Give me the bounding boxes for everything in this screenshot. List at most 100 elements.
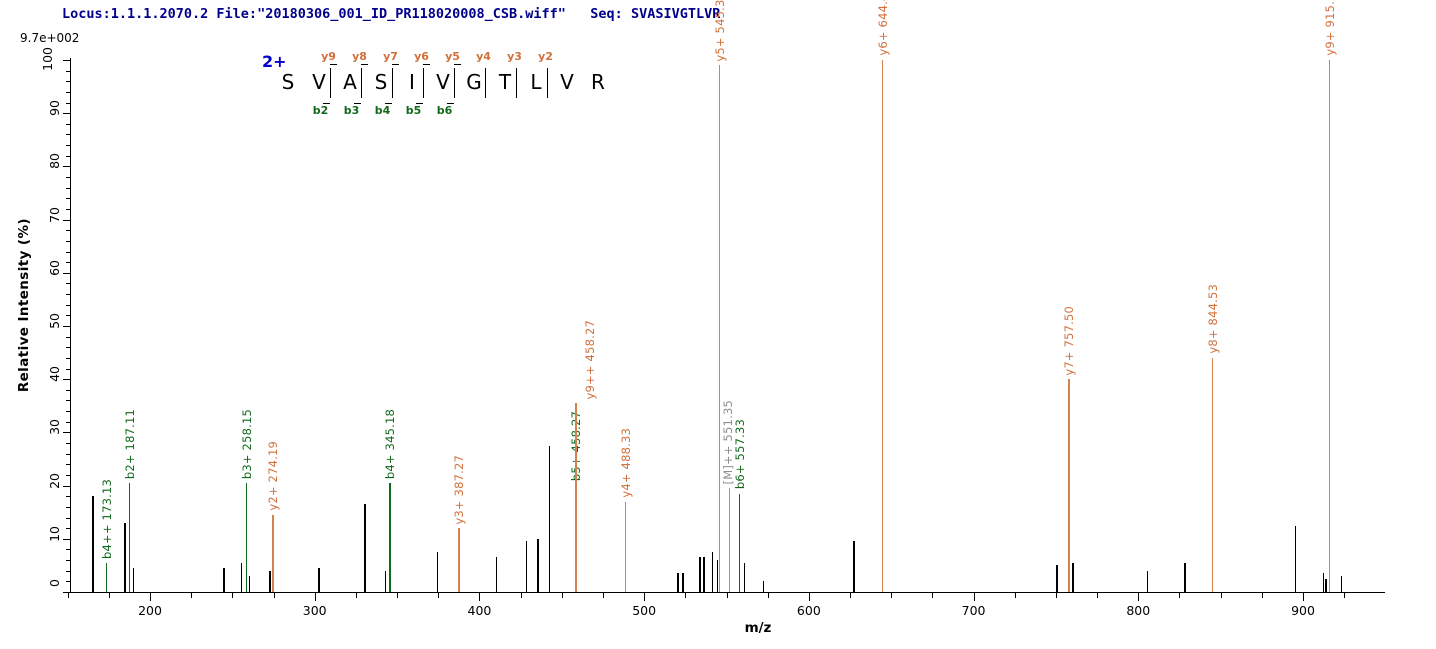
- x-tick-major: [1138, 593, 1140, 601]
- x-tick-label: 300: [302, 603, 327, 618]
- spectrum-peak: [718, 65, 721, 592]
- spectrum-peak: [1340, 576, 1343, 592]
- fragment-divider: [360, 68, 362, 98]
- peak-label: y5+ 545.35: [712, 0, 727, 62]
- spectrum-peak: [525, 541, 528, 592]
- fragment-divider: [391, 68, 393, 98]
- x-tick-label: 900: [1291, 603, 1315, 618]
- b-ion-label: b5: [405, 104, 422, 117]
- x-tick-major: [150, 593, 151, 601]
- y-tick-minor: [66, 155, 70, 157]
- y-tick-major: [63, 379, 70, 381]
- y-tick-minor: [66, 145, 70, 147]
- sequence-residue: R: [591, 70, 605, 94]
- x-tick-minor: [726, 593, 728, 598]
- spectrum-peak: [1211, 357, 1214, 592]
- spectrum-peak: [223, 568, 225, 592]
- spectrum-peak: [436, 552, 439, 592]
- y-tick-minor: [66, 453, 70, 455]
- y-tick-minor: [66, 91, 70, 93]
- spectrum-peak: [575, 403, 577, 592]
- y-tick-minor: [66, 570, 70, 572]
- fragment-divider: [546, 68, 548, 98]
- x-tick-minor: [108, 593, 110, 598]
- y-tick-major: [63, 538, 70, 540]
- spectrum-peak: [1328, 60, 1331, 592]
- x-tick-minor: [767, 593, 769, 598]
- y-tick-major: [63, 60, 70, 61]
- y-tick-major: [63, 272, 70, 274]
- y-tick-minor: [66, 187, 70, 189]
- x-tick-minor: [1344, 593, 1346, 598]
- y-tick-label: 30: [47, 419, 62, 436]
- fragment-divider: [329, 68, 331, 98]
- y-tick-minor: [66, 549, 70, 551]
- y-tick-minor: [66, 368, 70, 370]
- y-tick-minor: [66, 123, 70, 125]
- x-tick-minor: [67, 593, 69, 598]
- fragment-hook: [322, 97, 330, 104]
- spectrum-peak: [132, 568, 135, 592]
- y-tick-minor: [66, 102, 70, 104]
- sequence-residue: V: [436, 70, 450, 94]
- y-tick-minor: [66, 421, 70, 423]
- y-tick-minor: [66, 411, 70, 413]
- y-tick-label: 20: [47, 472, 62, 489]
- y-ion-label: y2: [538, 50, 553, 63]
- y-tick-minor: [66, 506, 70, 508]
- fragment-hook: [453, 64, 461, 71]
- x-tick-minor: [602, 593, 604, 598]
- x-tick-minor: [1220, 593, 1222, 598]
- spectrum-peak: [1184, 562, 1186, 592]
- y-tick-label: 40: [47, 366, 62, 383]
- x-axis-line: [70, 592, 1385, 593]
- spectrum-peak: [1294, 525, 1297, 592]
- spectrum-peak: [240, 562, 243, 592]
- x-tick-minor: [1014, 593, 1016, 598]
- spectrum-peak: [105, 562, 108, 592]
- sequence-residue: I: [409, 70, 415, 94]
- peak-label: b4+ 345.18: [383, 408, 398, 479]
- spectrum-peak: [248, 576, 251, 592]
- spectrum-peak: [677, 573, 679, 592]
- y-tick-minor: [66, 336, 70, 338]
- y-axis-label: Relative Intensity (%): [16, 218, 32, 393]
- spectrum-peak: [699, 557, 701, 592]
- peak-label: y9++ 458.27: [583, 319, 598, 400]
- x-tick-minor: [1179, 593, 1181, 598]
- y-tick-major: [63, 326, 70, 327]
- peak-label: y2+ 274.19: [266, 441, 281, 511]
- x-tick-label: 800: [1126, 603, 1151, 618]
- spectrum-peak: [389, 482, 391, 592]
- spectrum-peak: [853, 541, 855, 592]
- y-tick-minor: [66, 315, 70, 317]
- x-tick-major: [1303, 593, 1304, 601]
- fragment-divider: [453, 68, 455, 98]
- page-title: Locus:1.1.1.2070.2 File:"20180306_001_ID…: [62, 6, 721, 22]
- sequence-residue: V: [312, 70, 326, 94]
- spectrum-peak: [318, 568, 320, 592]
- spectrum-peak: [1055, 565, 1058, 592]
- y-ion-label: y9: [321, 50, 336, 63]
- spectrum-peak: [762, 581, 765, 592]
- y-tick-major: [63, 485, 70, 487]
- y-tick-minor: [66, 400, 70, 402]
- spectrum-peak: [728, 488, 731, 592]
- fragment-hook: [360, 64, 368, 71]
- y-tick-minor: [66, 208, 70, 210]
- y-tick-minor: [66, 81, 70, 83]
- x-tick-minor: [397, 593, 399, 598]
- y-tick-major: [63, 432, 70, 434]
- y-ion-label: y6: [414, 50, 429, 63]
- sequence-residue: S: [374, 70, 388, 94]
- y-tick-major: [63, 592, 70, 593]
- y-tick-major: [63, 219, 70, 221]
- spectrum-peak: [548, 445, 551, 592]
- peak-label: y8+ 844.53: [1205, 284, 1220, 354]
- spectrum-peak: [245, 482, 248, 592]
- x-tick-major: [973, 593, 975, 601]
- y-tick-minor: [66, 262, 70, 264]
- fragment-hook: [329, 64, 337, 71]
- spectrum-peak: [682, 573, 684, 592]
